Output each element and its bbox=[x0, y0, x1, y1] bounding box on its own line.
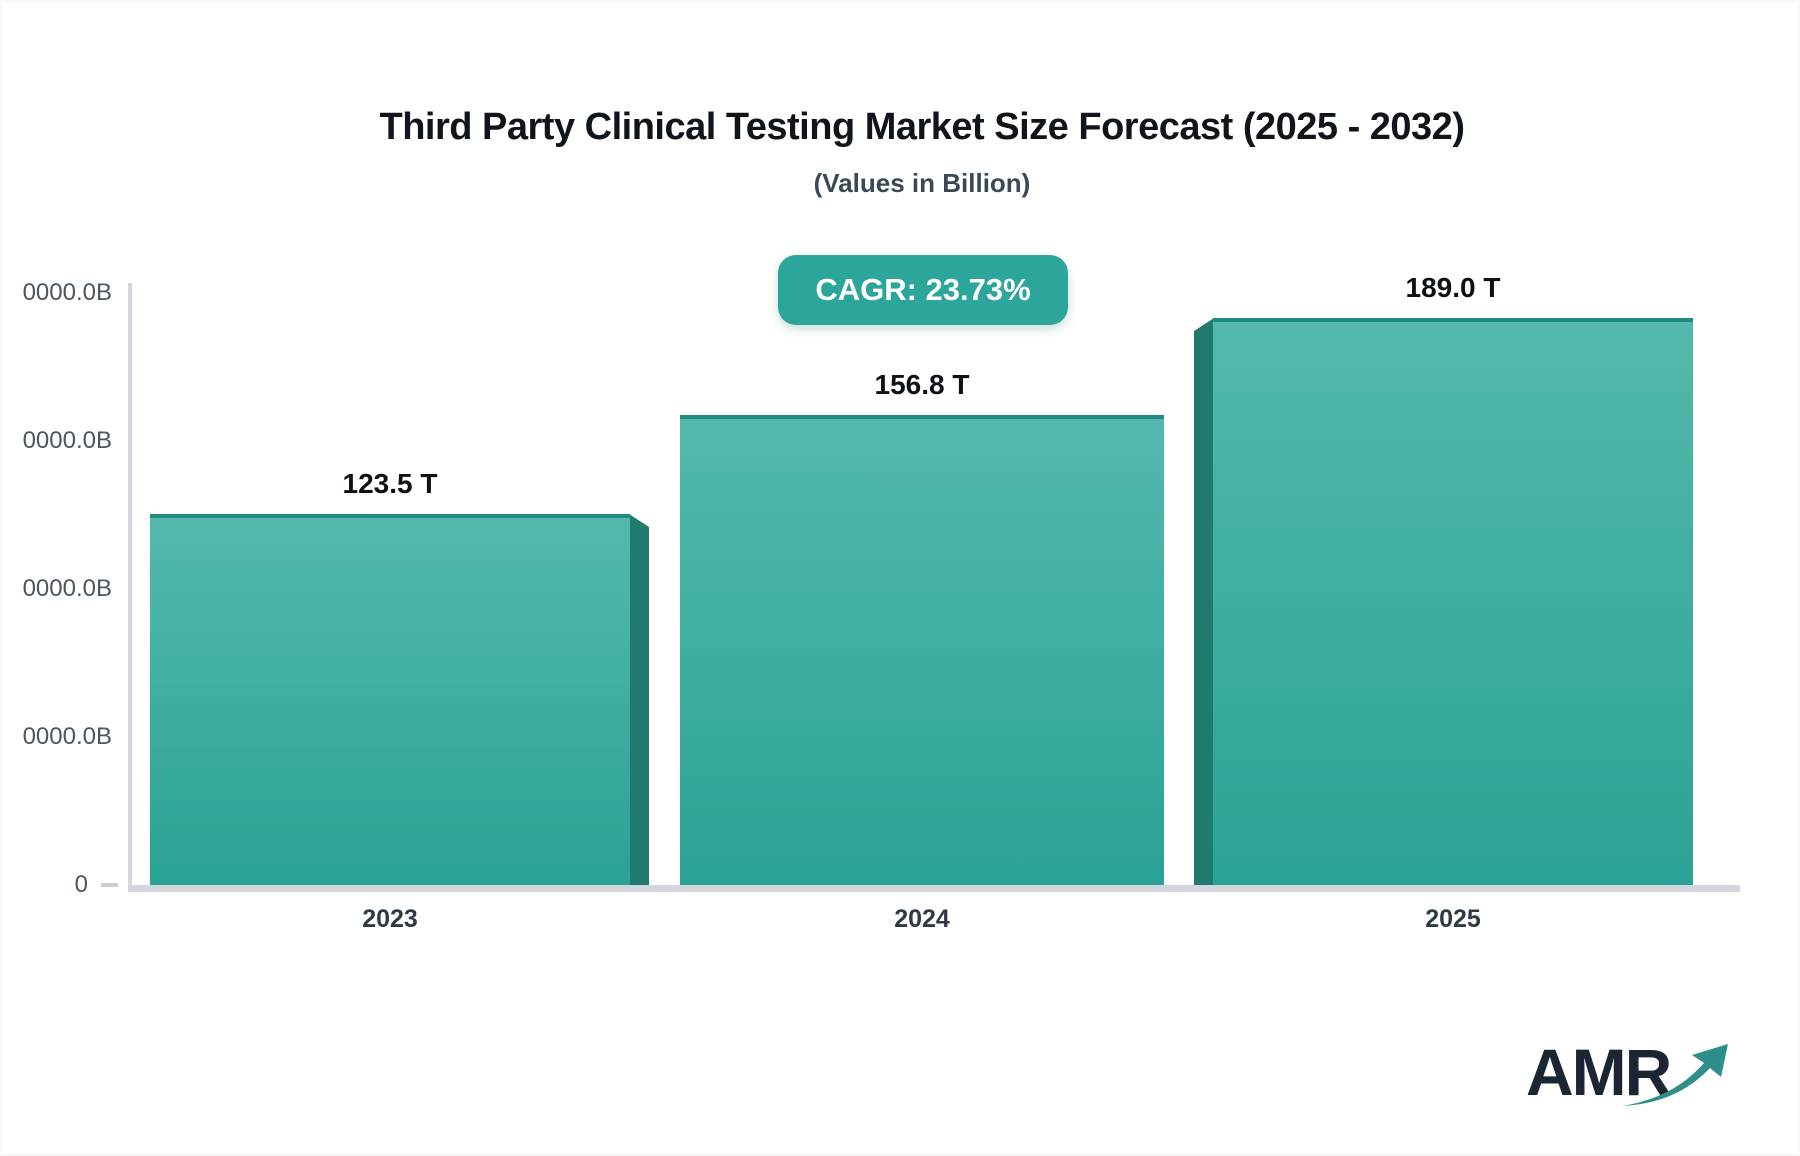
amr-logo-text: AMR bbox=[1526, 1035, 1672, 1109]
x-axis-category-label: 2025 bbox=[1425, 905, 1481, 933]
bar-3d-side bbox=[629, 514, 649, 885]
y-tick-label: 0 bbox=[74, 871, 88, 898]
y-axis-line bbox=[128, 283, 132, 889]
x-axis-category-label: 2024 bbox=[894, 905, 950, 933]
bar-3d-side bbox=[1194, 318, 1214, 885]
bar-2024 bbox=[680, 415, 1164, 885]
y-tick-label: 0000.0B bbox=[22, 723, 112, 750]
y-tick-label: 0000.0B bbox=[22, 279, 112, 306]
bar-2025 bbox=[1213, 318, 1693, 885]
bar-value-label: 156.8 T bbox=[874, 369, 970, 400]
cagr-badge: CAGR: 23.73% bbox=[778, 255, 1068, 325]
x-axis-category-label: 2023 bbox=[362, 905, 418, 933]
amr-logo: AMR bbox=[1520, 1022, 1760, 1132]
growth-arrow-icon bbox=[1622, 1044, 1728, 1106]
chart-title: Third Party Clinical Testing Market Size… bbox=[379, 106, 1465, 148]
zero-tick-mark bbox=[101, 883, 118, 887]
y-tick-label: 0000.0B bbox=[22, 427, 112, 454]
bar-value-label: 189.0 T bbox=[1405, 272, 1501, 303]
chart-subtitle: (Values in Billion) bbox=[813, 168, 1031, 198]
y-tick-label: 0000.0B bbox=[22, 575, 112, 602]
bar-value-label: 123.5 T bbox=[342, 468, 438, 499]
bar-2023 bbox=[150, 514, 630, 885]
x-axis-line bbox=[128, 885, 1740, 892]
